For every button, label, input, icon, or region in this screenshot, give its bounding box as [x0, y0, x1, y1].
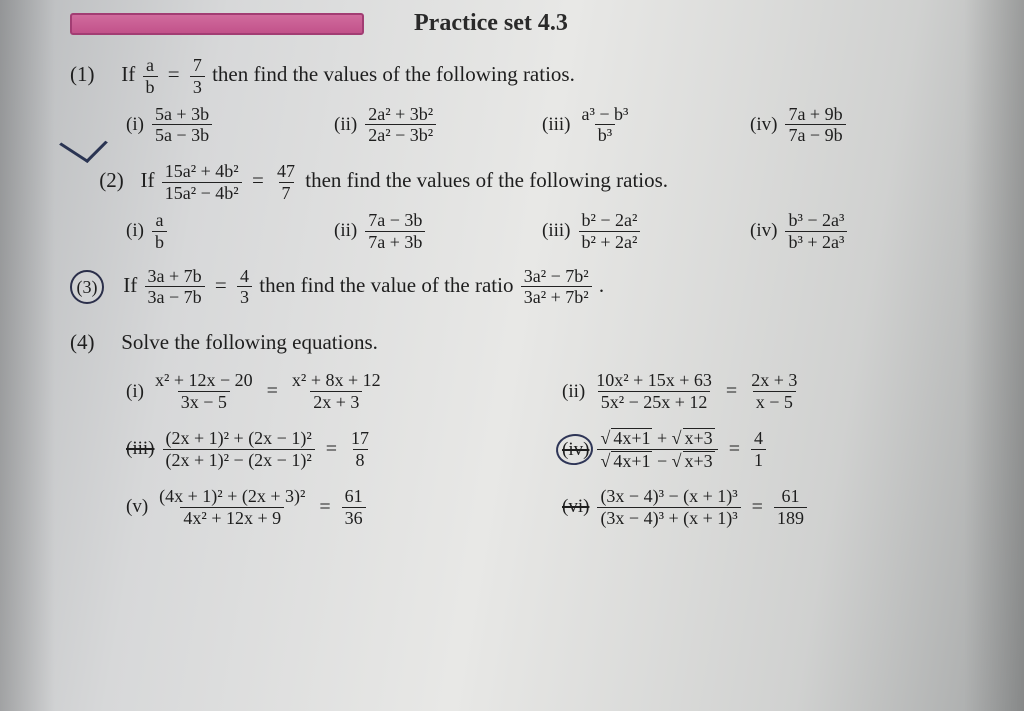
q1-iii: (iii) a³ − b³b³ — [542, 105, 732, 146]
q1-i: (i) 5a + 3b5a − 3b — [126, 105, 316, 146]
q2-number: (2) — [99, 161, 135, 201]
question-4: (4) Solve the following equations. — [70, 323, 980, 363]
q4-ii: (ii) 10x² + 15x + 635x² − 25x + 12 = 2x … — [562, 371, 972, 412]
q1-stem-post: then find the values of the following ra… — [212, 62, 575, 86]
question-2: (2) If 15a² + 4b² 15a² − 4b² = 47 7 then… — [70, 161, 980, 203]
q4-vi: (vi) (3x − 4)³ − (x + 1)³(3x − 4)³ + (x … — [562, 487, 972, 528]
q1-frac-73: 7 3 — [190, 56, 205, 97]
q1-subparts: (i) 5a + 3b5a − 3b (ii) 2a² + 3b²2a² − 3… — [126, 105, 980, 146]
q4-iii: (iii) (2x + 1)² + (2x − 1)²(2x + 1)² − (… — [126, 428, 536, 471]
q2-iv: (iv) b³ − 2a³b³ + 2a³ — [750, 211, 940, 252]
q3-frac3: 3a² − 7b² 3a² + 7b² — [521, 267, 592, 308]
q1-ii: (ii) 2a² + 3b²2a² − 3b² — [334, 105, 524, 146]
q2-frac1: 15a² + 4b² 15a² − 4b² — [162, 162, 242, 203]
q2-i: (i) ab — [126, 211, 316, 252]
q1-number: (1) — [70, 55, 116, 95]
q4-subparts: (i) x² + 12x − 203x − 5 = x² + 8x + 122x… — [126, 371, 980, 527]
q4-stem: Solve the following equations. — [121, 330, 378, 354]
q1-frac-ab: a b — [143, 56, 158, 97]
q2-ii: (ii) 7a − 3b7a + 3b — [334, 211, 524, 252]
q4-iv: (iv) √4x+1 + √x+3 √4x+1 − √x+3 = 41 — [562, 428, 972, 471]
q2-iii: (iii) b² − 2a²b² + 2a² — [542, 211, 732, 252]
q1-stem-pre: If — [121, 62, 140, 86]
q2-stem-pre: If — [141, 168, 160, 192]
q3-number-circled: (3) — [70, 270, 104, 304]
header-bar — [70, 13, 364, 35]
pen-circle-icon: (iv) — [562, 438, 589, 461]
header: Practice set 4.3 — [70, 10, 980, 37]
q2-subparts: (i) ab (ii) 7a − 3b7a + 3b (iii) b² − 2a… — [126, 211, 980, 252]
tick-mark-icon — [70, 169, 94, 197]
page: Practice set 4.3 (1) If a b = 7 3 then f… — [60, 0, 990, 528]
equals: = — [168, 62, 180, 86]
q4-i: (i) x² + 12x − 203x − 5 = x² + 8x + 122x… — [126, 371, 536, 412]
question-3: (3) If 3a + 7b 3a − 7b = 4 3 then find t… — [70, 266, 980, 308]
vignette-left — [0, 0, 55, 711]
question-1: (1) If a b = 7 3 then find the values of… — [70, 55, 980, 97]
q1-iv: (iv) 7a + 9b7a − 9b — [750, 105, 940, 146]
q4-v: (v) (4x + 1)² + (2x + 3)²4x² + 12x + 9 =… — [126, 487, 536, 528]
q4-number: (4) — [70, 323, 116, 363]
q2-stem-post: then find the values of the following ra… — [305, 168, 668, 192]
q2-frac2: 47 7 — [274, 162, 298, 203]
q3-frac2: 4 3 — [237, 267, 252, 308]
q3-frac1: 3a + 7b 3a − 7b — [145, 267, 205, 308]
header-title: Practice set 4.3 — [364, 10, 980, 37]
